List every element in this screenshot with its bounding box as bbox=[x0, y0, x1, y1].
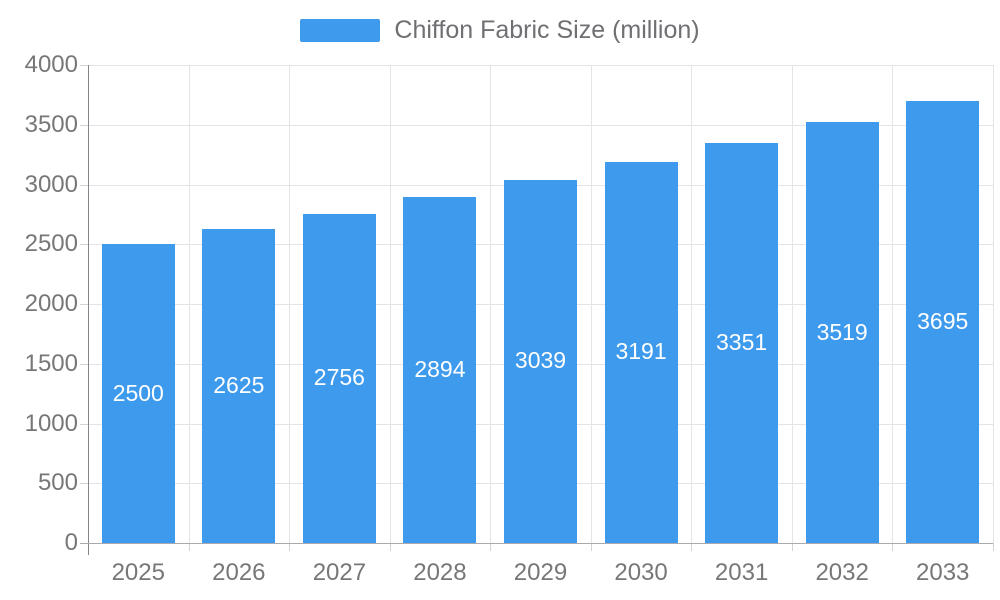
y-axis-tick bbox=[80, 244, 88, 246]
x-axis-tick bbox=[289, 543, 291, 551]
y-axis-tick-label: 0 bbox=[64, 529, 78, 556]
bar-2025 bbox=[101, 244, 175, 543]
x-axis-tick-label: 2033 bbox=[916, 559, 970, 586]
x-axis-tick-label: 2031 bbox=[714, 559, 769, 586]
x-gridline bbox=[993, 65, 994, 543]
x-axis-tick-label: 2030 bbox=[614, 559, 668, 586]
x-gridline bbox=[389, 65, 391, 543]
x-axis-tick bbox=[691, 543, 693, 551]
bar-2026 bbox=[202, 229, 276, 543]
y-axis-tick-label: 3000 bbox=[24, 170, 78, 198]
y-axis-tick-label: 2500 bbox=[24, 230, 78, 258]
bar-value-label: 2756 bbox=[313, 364, 365, 391]
y-axis-tick bbox=[80, 124, 88, 126]
bar-value-label: 3191 bbox=[615, 338, 667, 365]
x-gridline bbox=[188, 65, 190, 543]
bar-value-label: 3519 bbox=[816, 318, 868, 345]
x-axis-tick bbox=[389, 543, 391, 551]
bar-2028 bbox=[403, 197, 477, 543]
bar-2030 bbox=[604, 161, 678, 543]
legend-label: Chiffon Fabric Size (million) bbox=[394, 16, 700, 44]
y-axis-tick-label: 1500 bbox=[24, 349, 78, 377]
x-axis-tick bbox=[188, 543, 190, 551]
bar-value-label: 3351 bbox=[716, 328, 768, 355]
bar-value-label: 2894 bbox=[414, 356, 466, 383]
y-axis-tick bbox=[80, 423, 88, 425]
x-axis-tick-label: 2025 bbox=[111, 559, 165, 586]
y-axis-line bbox=[88, 65, 89, 555]
x-axis-tick-label: 2028 bbox=[413, 559, 467, 586]
x-axis-tick bbox=[490, 543, 492, 551]
y-axis-tick bbox=[80, 483, 88, 485]
bar-2031 bbox=[705, 142, 779, 543]
bar-2032 bbox=[805, 122, 879, 543]
x-axis-tick-label: 2027 bbox=[312, 559, 367, 586]
x-axis-line bbox=[80, 543, 993, 544]
x-axis-tick bbox=[590, 543, 592, 551]
x-axis-tick-label: 2026 bbox=[212, 559, 266, 586]
y-axis-tick-label: 4000 bbox=[24, 51, 78, 78]
legend[interactable]: Chiffon Fabric Size (million) bbox=[0, 16, 1000, 45]
y-axis-tick-label: 2000 bbox=[24, 290, 78, 317]
x-axis-tick bbox=[993, 543, 994, 551]
x-gridline bbox=[791, 65, 793, 543]
x-axis-tick-label: 2029 bbox=[513, 559, 568, 586]
x-axis-tick bbox=[791, 543, 793, 551]
y-axis-tick bbox=[80, 304, 88, 305]
legend-swatch bbox=[300, 19, 381, 42]
x-axis-tick bbox=[892, 543, 894, 551]
y-axis-tick-label: 1000 bbox=[24, 409, 78, 437]
x-axis-tick-label: 2032 bbox=[815, 559, 869, 586]
x-gridline bbox=[289, 65, 291, 543]
y-axis-tick bbox=[80, 65, 88, 66]
bar-2033 bbox=[906, 101, 980, 543]
y-axis-tick bbox=[80, 363, 88, 365]
bar-2029 bbox=[504, 179, 577, 543]
bar-value-label: 2625 bbox=[213, 372, 265, 399]
x-gridline bbox=[490, 65, 492, 543]
y-axis-tick-label: 500 bbox=[37, 469, 78, 497]
x-gridline bbox=[590, 65, 592, 543]
bar-2027 bbox=[302, 213, 376, 543]
bar-value-label: 3039 bbox=[514, 347, 567, 374]
x-gridline bbox=[691, 65, 693, 543]
bar-value-label: 3695 bbox=[917, 308, 969, 335]
y-gridline bbox=[88, 124, 993, 126]
y-axis-tick-label: 3500 bbox=[24, 110, 78, 138]
y-gridline bbox=[88, 65, 993, 66]
y-axis-tick bbox=[80, 184, 88, 186]
x-gridline bbox=[892, 65, 894, 543]
bar-value-label: 2500 bbox=[112, 379, 164, 406]
